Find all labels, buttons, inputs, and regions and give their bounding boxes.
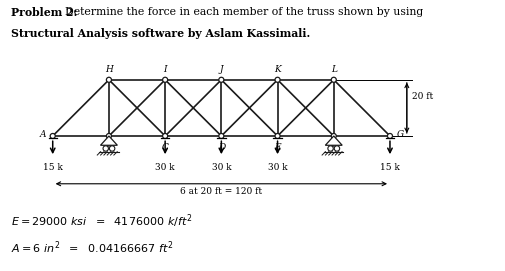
Text: $A = 6\ in^2\ \ =\ \ 0.04166667\ ft^2$: $A = 6\ in^2\ \ =\ \ 0.04166667\ ft^2$ [11,240,174,256]
Text: A: A [39,130,45,139]
Text: 6 at 20 ft = 120 ft: 6 at 20 ft = 120 ft [180,187,263,196]
Text: $E = 29000\ ksi\ \ =\ \ 4176000\ k/ft^2$: $E = 29000\ ksi\ \ =\ \ 4176000\ k/ft^2$ [11,213,192,230]
Circle shape [219,77,224,82]
Circle shape [110,146,115,151]
Polygon shape [100,136,117,145]
Circle shape [275,134,280,138]
Circle shape [103,146,109,151]
Circle shape [331,77,336,82]
Text: E: E [274,143,281,152]
Text: B: B [106,143,112,152]
Circle shape [334,146,340,151]
Circle shape [50,134,55,138]
Text: K: K [274,64,281,74]
Circle shape [163,134,168,138]
Text: J: J [220,64,223,74]
Circle shape [275,77,280,82]
Circle shape [163,77,168,82]
Text: Determine the force in each member of the truss shown by using: Determine the force in each member of th… [58,7,423,17]
Circle shape [331,134,336,138]
Circle shape [107,77,112,82]
Circle shape [107,134,112,138]
Text: F: F [331,143,337,152]
Text: 30 k: 30 k [156,163,175,172]
Text: C: C [162,143,169,152]
Text: G: G [397,130,404,139]
Text: 15 k: 15 k [43,163,63,172]
Text: 30 k: 30 k [268,163,287,172]
Polygon shape [325,136,342,145]
Text: I: I [164,64,167,74]
Circle shape [219,134,224,138]
Text: Problem 2:: Problem 2: [11,7,78,18]
Text: Structural Analysis software by Aslam Kassimali.: Structural Analysis software by Aslam Ka… [11,28,311,40]
Circle shape [387,134,392,138]
Text: 20 ft: 20 ft [413,92,434,101]
Text: 30 k: 30 k [212,163,231,172]
Text: H: H [105,64,113,74]
Text: L: L [331,64,337,74]
Circle shape [328,146,333,151]
Text: D: D [218,143,225,152]
Text: 15 k: 15 k [380,163,400,172]
